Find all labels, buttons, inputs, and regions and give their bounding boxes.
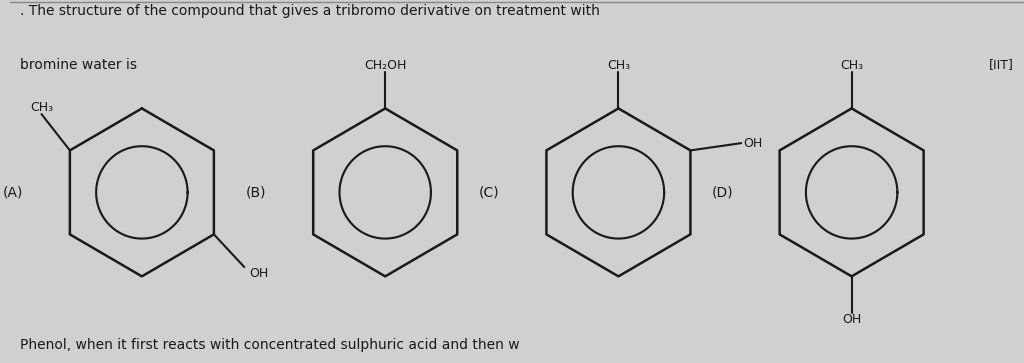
Text: Phenol, when it first reacts with concentrated sulphuric acid and then w: Phenol, when it first reacts with concen… (20, 338, 520, 352)
Text: CH₃: CH₃ (840, 59, 863, 72)
Text: CH₂OH: CH₂OH (364, 59, 407, 72)
Text: OH: OH (842, 313, 861, 326)
Text: (B): (B) (246, 185, 266, 199)
Text: CH₃: CH₃ (30, 101, 53, 114)
Text: bromine water is: bromine water is (20, 58, 137, 72)
Text: (A): (A) (3, 185, 24, 199)
Text: . The structure of the compound that gives a tribromo derivative on treatment wi: . The structure of the compound that giv… (20, 4, 600, 18)
Text: CH₃: CH₃ (607, 59, 630, 72)
Text: (C): (C) (479, 185, 500, 199)
Text: OH: OH (250, 267, 268, 280)
Text: (D): (D) (712, 185, 733, 199)
Text: OH: OH (743, 136, 763, 150)
Text: [IIT]: [IIT] (989, 58, 1014, 71)
